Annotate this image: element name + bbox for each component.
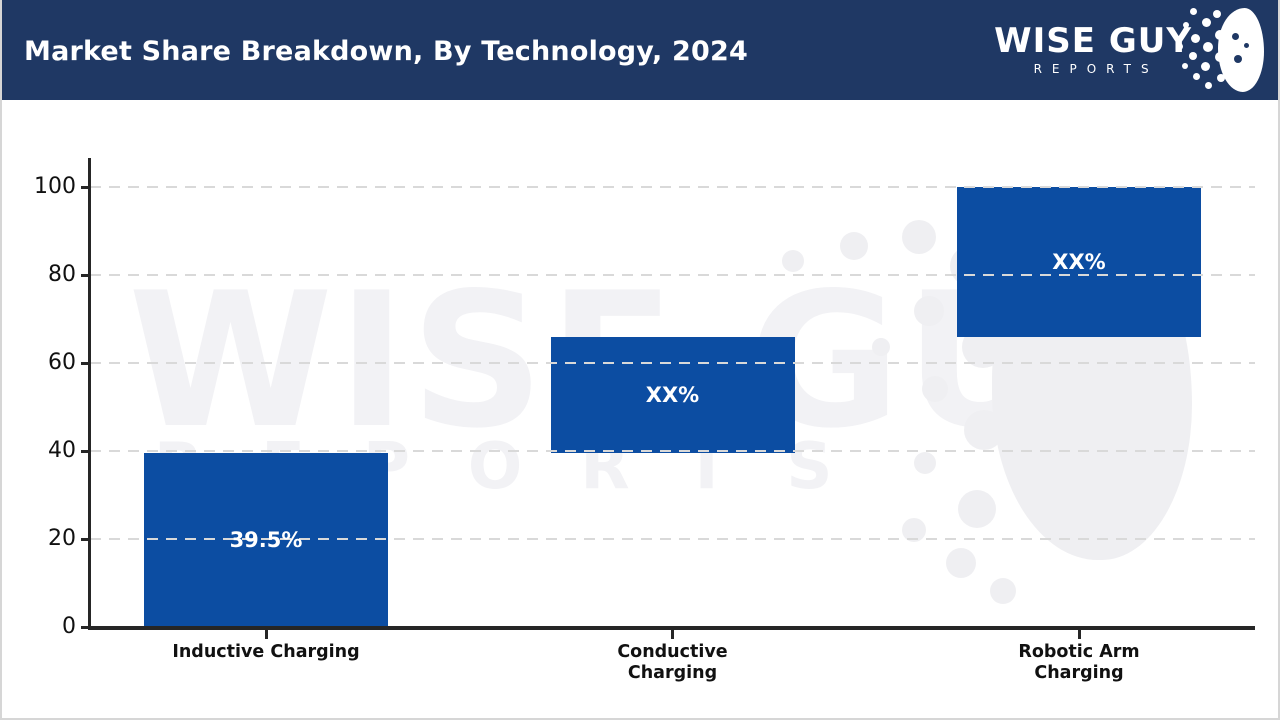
gridline xyxy=(90,362,1255,364)
logo-face-icon xyxy=(1176,5,1266,95)
page-title: Market Share Breakdown, By Technology, 2… xyxy=(24,36,749,67)
header-bar: Market Share Breakdown, By Technology, 2… xyxy=(2,0,1278,100)
y-tick-label: 60 xyxy=(48,350,76,375)
category-label: Robotic Arm Charging xyxy=(1018,642,1140,683)
y-tick-label: 0 xyxy=(62,614,76,639)
logo-subtitle: REPORTS xyxy=(1033,62,1159,76)
y-tick-label: 80 xyxy=(48,262,76,287)
logo-wordmark: WISE GUY xyxy=(994,21,1192,61)
y-tick-label: 100 xyxy=(34,174,76,199)
x-tick-mark xyxy=(1077,630,1081,639)
gridline xyxy=(90,274,1255,276)
y-tick-mark xyxy=(81,186,90,189)
gridline xyxy=(90,450,1255,452)
x-tick-mark xyxy=(671,630,674,639)
y-axis-line xyxy=(88,158,91,630)
gridline xyxy=(90,186,1255,188)
category-label: Conductive Charging xyxy=(617,642,728,683)
gridline xyxy=(90,538,1255,540)
y-tick-label: 40 xyxy=(48,438,76,463)
category-label: Inductive Charging xyxy=(172,642,360,662)
bar-value-label: 39.5% xyxy=(229,528,303,553)
wiseguy-logo: WISE GUY REPORTS xyxy=(994,0,1266,100)
y-tick-mark xyxy=(81,362,90,365)
y-tick-label: 20 xyxy=(48,526,76,551)
logo-text: WISE GUY REPORTS xyxy=(994,24,1192,77)
x-tick-mark xyxy=(264,630,268,639)
bar-value-label: XX% xyxy=(645,382,700,407)
bar-chart: 0 20 40 60 80 100 39.5% Inductive Charging XX% Co… xyxy=(2,100,1278,718)
y-tick-mark xyxy=(81,274,90,277)
y-tick-mark xyxy=(81,538,90,541)
bar xyxy=(550,336,795,454)
y-tick-mark xyxy=(81,626,90,629)
x-axis-line xyxy=(90,626,1255,630)
bar xyxy=(144,453,388,627)
y-tick-mark xyxy=(81,450,90,453)
bar-value-label: XX% xyxy=(1052,249,1106,274)
